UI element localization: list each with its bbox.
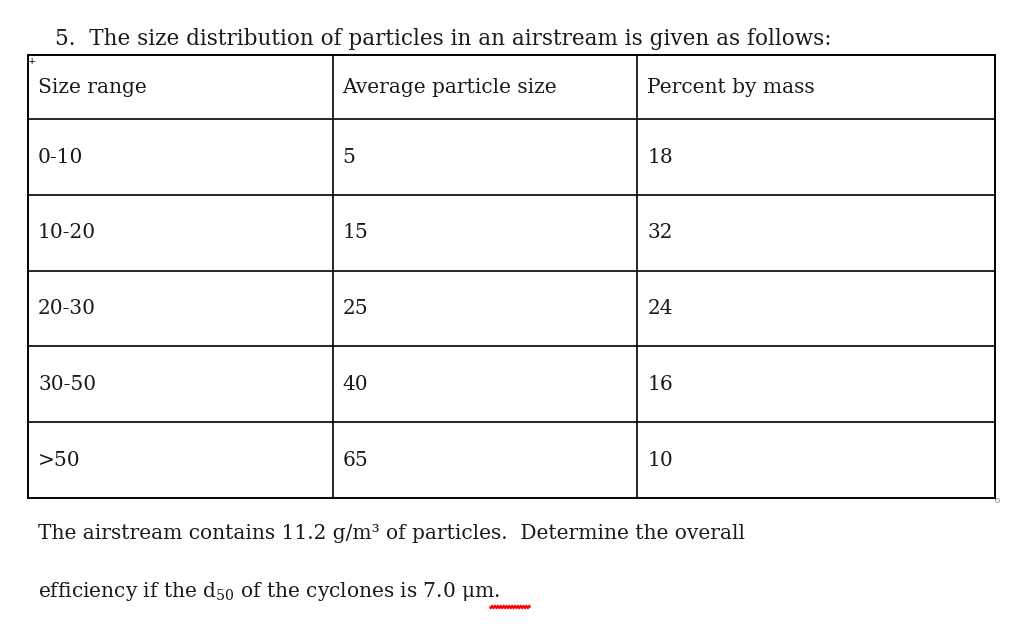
- Text: 15: 15: [343, 224, 369, 242]
- Text: 40: 40: [343, 375, 369, 394]
- Text: 32: 32: [647, 224, 673, 242]
- Bar: [28, 55, 995, 498]
- Text: 0-10: 0-10: [38, 148, 83, 167]
- Text: 10-20: 10-20: [38, 224, 96, 242]
- Text: Average particle size: Average particle size: [343, 78, 557, 97]
- Text: 20-30: 20-30: [38, 299, 96, 318]
- Text: 65: 65: [343, 450, 369, 469]
- Text: Percent by mass: Percent by mass: [647, 78, 815, 97]
- Text: 24: 24: [647, 299, 673, 318]
- Text: Size range: Size range: [38, 78, 146, 97]
- Text: >50: >50: [38, 450, 81, 469]
- Text: The airstream contains 11.2 g/m³ of particles.  Determine the overall: The airstream contains 11.2 g/m³ of part…: [38, 524, 745, 543]
- Text: 16: 16: [647, 375, 673, 394]
- Text: 5: 5: [343, 148, 355, 167]
- Text: 30-50: 30-50: [38, 375, 96, 394]
- Text: 10: 10: [647, 450, 673, 469]
- Text: 18: 18: [647, 148, 673, 167]
- Text: efficiency if the $\mathregular{d_{50}}$ of the cyclones is 7.0 $\mathregular{\m: efficiency if the $\mathregular{d_{50}}$…: [38, 580, 500, 603]
- Text: 25: 25: [343, 299, 369, 318]
- Text: 5.  The size distribution of particles in an airstream is given as follows:: 5. The size distribution of particles in…: [55, 28, 831, 50]
- Text: +: +: [28, 57, 36, 66]
